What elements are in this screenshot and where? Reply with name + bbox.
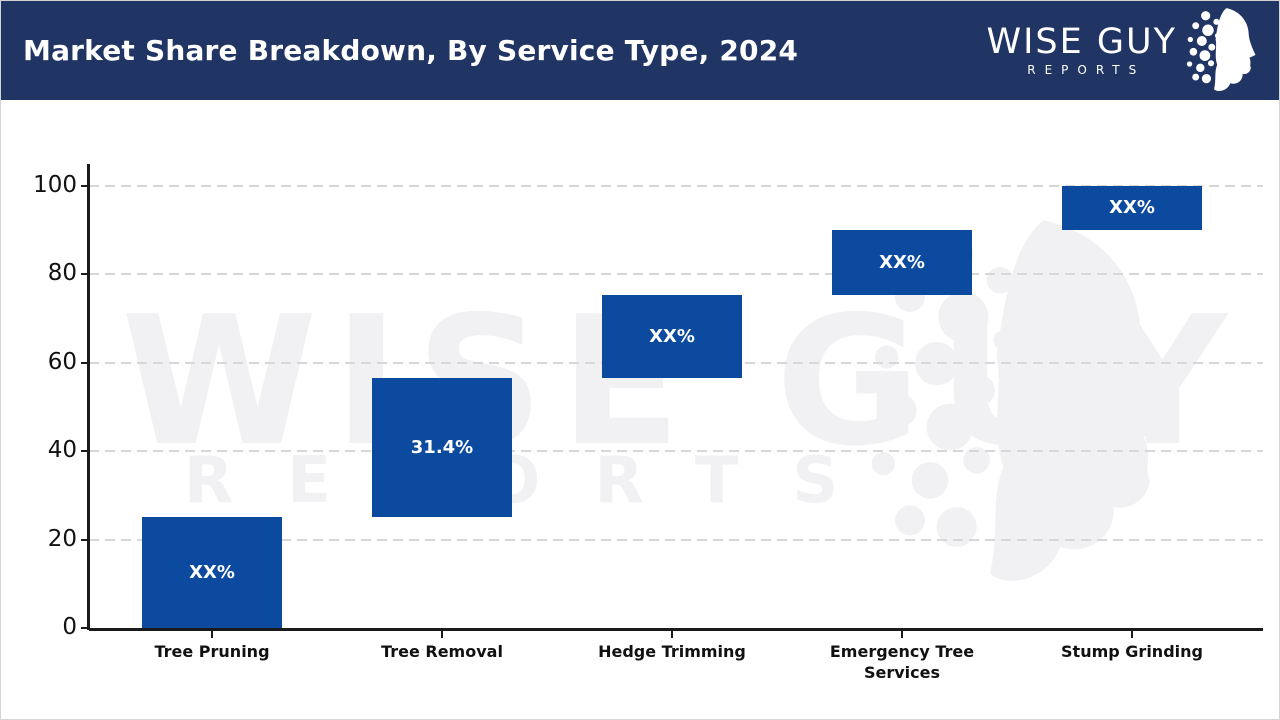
x-category-label-0: Tree Pruning [154,642,270,661]
y-tick-0 [81,627,89,629]
gridline-100 [89,185,1263,187]
gridline-40 [89,450,1263,453]
y-tick-20 [81,538,89,541]
x-tick-3 [901,630,903,638]
bar-value-label: XX% [879,251,925,273]
gridline-80 [89,273,1263,276]
x-tick-1 [441,630,443,638]
x-tick-4 [1131,630,1133,638]
logo-wordmark: WISE GUY [986,22,1177,63]
brand-logo: WISE GUY REPORTS [986,5,1279,97]
x-category-label-3: Emergency Tree Services [829,642,975,682]
x-tick-2 [671,630,673,638]
bar-stump-grinding: XX% [1062,186,1202,230]
bar-value-label: XX% [649,326,695,348]
bar-hedge-trimming: XX% [602,295,742,379]
bar-value-label: XX% [1109,197,1155,219]
y-tick-40 [81,450,89,453]
bar-value-label: XX% [189,562,235,584]
gridline-20 [89,538,1263,541]
x-axis-spine [89,628,1263,631]
header-band: Market Share Breakdown, By Service Type,… [1,1,1279,100]
x-category-label-4: Stump Grinding [1061,642,1203,661]
logo-subtext: REPORTS [1027,62,1146,77]
y-tick-100 [81,185,89,187]
bar-tree-pruning: XX% [142,517,282,628]
y-axis-spine [87,164,90,630]
x-category-label-1: Tree Removal [381,642,503,661]
page-title: Market Share Breakdown, By Service Type,… [23,34,799,67]
y-tick-80 [81,273,89,276]
bar-value-label: 31.4% [410,437,474,459]
y-tick-label-40: 40 [47,437,77,464]
y-tick-60 [81,361,89,364]
y-tick-label-100: 100 [33,172,77,198]
y-tick-label-80: 80 [47,260,77,287]
y-tick-label-20: 20 [47,525,77,552]
y-tick-label-60: 60 [47,348,77,375]
y-tick-label-0: 0 [62,614,77,640]
bar-tree-removal: 31.4% [372,378,512,518]
x-tick-0 [211,630,213,638]
logo-head-icon [1186,7,1256,91]
bar-emergency-tree-services: XX% [832,229,972,296]
watermark-text-2: REPORTS [184,444,893,518]
x-category-label-2: Hedge Trimming [598,642,746,661]
